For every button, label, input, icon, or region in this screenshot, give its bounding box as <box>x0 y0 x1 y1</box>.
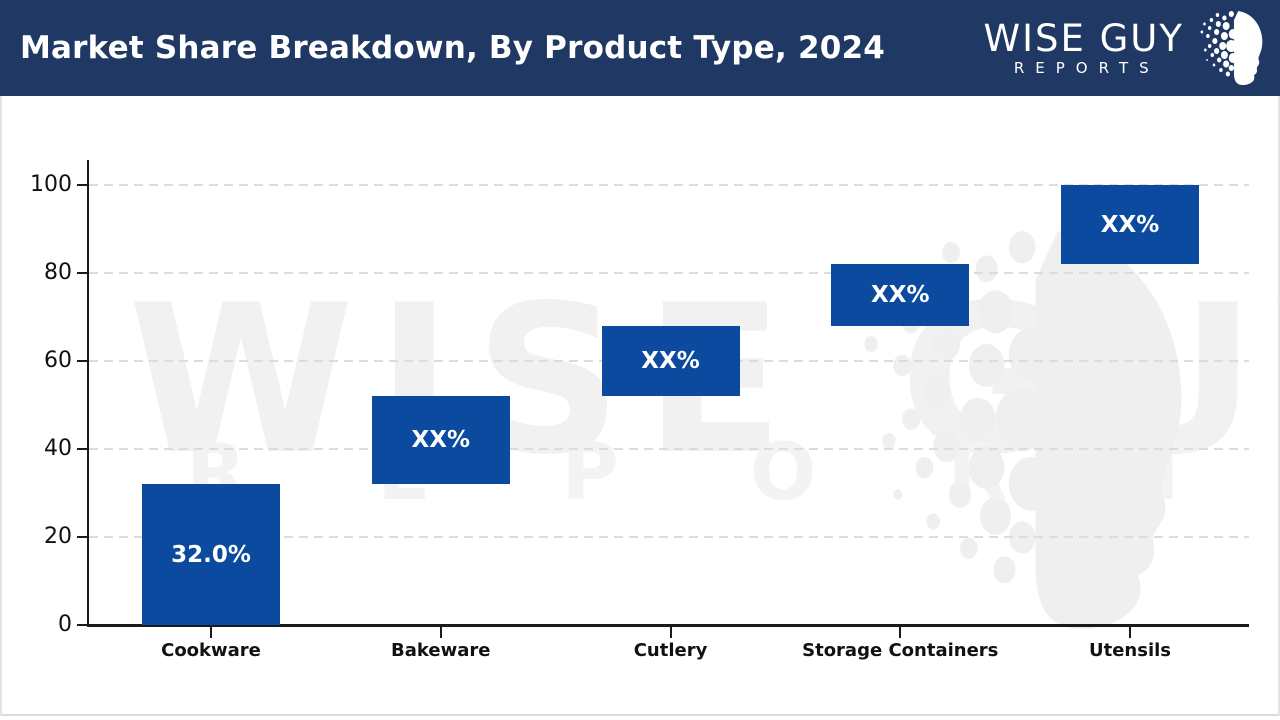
gridline-20 <box>89 536 1249 538</box>
x-category-label-bakeware: Bakeware <box>391 640 491 661</box>
y-tick-label-60: 60 <box>44 348 72 373</box>
logo-dotted-head-icon <box>1200 11 1263 86</box>
x-category-label-cutlery: Cutlery <box>633 640 708 661</box>
page-left-border <box>0 96 2 716</box>
y-tick-mark-80 <box>77 272 87 274</box>
logo-text: WISE GUY REPORTS <box>984 20 1184 76</box>
chart-bar-cutlery: XX% <box>601 325 740 397</box>
y-tick-mark-40 <box>77 448 87 450</box>
x-tick-mark-bakeware <box>439 627 442 638</box>
wise-guy-logo: WISE GUY REPORTS <box>984 8 1266 88</box>
bar-value-label: XX% <box>870 281 930 308</box>
x-category-label-cookware: Cookware <box>161 640 261 661</box>
y-tick-label-80: 80 <box>44 260 72 285</box>
chart-bar-cookware: 32.0% <box>142 484 280 625</box>
page-bottom-border <box>0 714 1280 716</box>
y-tick-mark-20 <box>77 536 87 538</box>
bar-value-label: 32.0% <box>171 541 251 568</box>
bar-value-label: XX% <box>411 427 470 454</box>
chart-bar-storage-containers: XX% <box>831 264 970 326</box>
x-category-label-utensils: Utensils <box>1088 640 1171 661</box>
x-tick-mark-cookware <box>210 627 212 638</box>
y-tick-label-100: 100 <box>30 172 72 197</box>
gridline-80 <box>89 272 1249 274</box>
x-category-label-storage-containers: Storage Containers <box>802 640 999 661</box>
y-axis-line <box>87 160 89 626</box>
x-axis-line <box>87 624 1249 627</box>
y-tick-mark-60 <box>77 360 87 362</box>
x-tick-mark-utensils <box>1129 627 1131 638</box>
page-right-border <box>1278 96 1280 716</box>
bar-value-label: XX% <box>641 347 700 374</box>
gridline-40 <box>89 448 1249 450</box>
chart-bar-bakeware: XX% <box>371 396 510 485</box>
chart-bar-utensils: XX% <box>1061 185 1199 265</box>
x-tick-mark-storage-containers <box>899 627 902 638</box>
y-tick-label-40: 40 <box>44 436 72 461</box>
gridline-100 <box>89 184 1249 186</box>
bar-value-label: XX% <box>1100 211 1160 238</box>
page-title: Market Share Breakdown, By Product Type,… <box>20 30 886 66</box>
logo-wiseguy-text: WISE GUY <box>983 17 1184 60</box>
header-bar: Market Share Breakdown, By Product Type,… <box>0 0 1280 96</box>
x-tick-mark-cutlery <box>669 627 672 638</box>
y-tick-mark-0 <box>77 624 87 626</box>
y-tick-label-20: 20 <box>44 524 72 549</box>
y-tick-mark-100 <box>77 184 87 186</box>
y-tick-label-0: 0 <box>58 612 72 637</box>
logo-reports-text: REPORTS <box>1013 59 1160 77</box>
